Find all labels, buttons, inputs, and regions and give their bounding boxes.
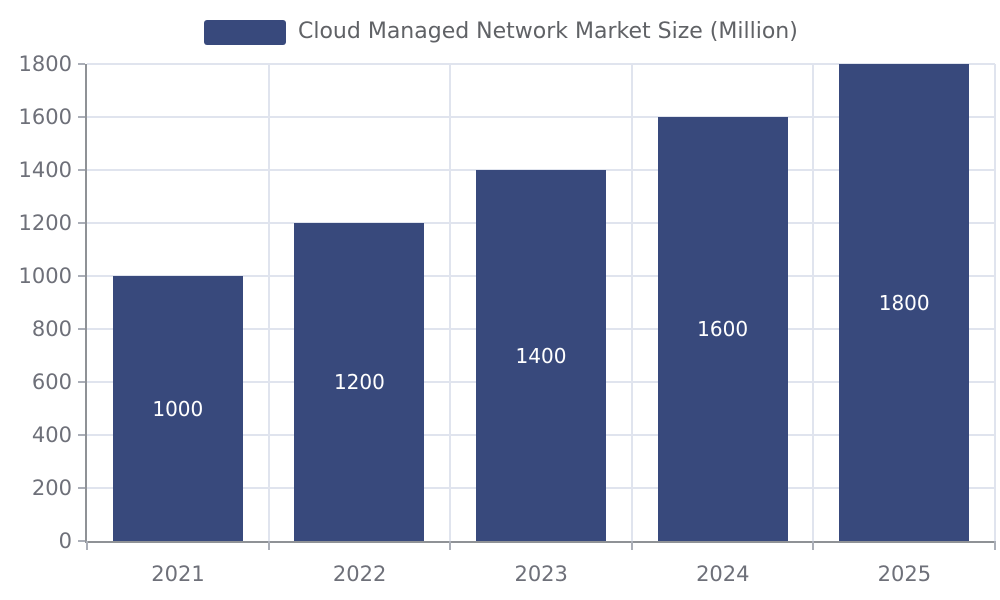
y-tick-label: 600	[31, 370, 72, 394]
v-gridline	[812, 64, 815, 541]
legend-label: Cloud Managed Network Market Size (Milli…	[298, 19, 798, 44]
y-tick-label: 200	[31, 476, 72, 500]
x-tick-label: 2024	[696, 562, 750, 586]
bar-value-label: 1000	[152, 396, 204, 421]
x-axis-tick	[86, 541, 88, 550]
y-axis-tick	[78, 222, 85, 224]
legend-item[interactable]: Cloud Managed Network Market Size (Milli…	[204, 19, 798, 45]
bar-value-label: 1400	[515, 343, 567, 368]
x-tick-label: 2023	[514, 562, 568, 586]
y-tick-label: 1400	[18, 158, 72, 182]
bar: 1200	[294, 223, 425, 541]
x-axis-tick	[630, 541, 633, 550]
y-tick-label: 1600	[18, 105, 72, 129]
bar: 1800	[839, 64, 970, 541]
v-gridline	[994, 64, 996, 541]
h-gridline	[87, 63, 995, 65]
v-gridline	[449, 64, 452, 541]
legend-swatch	[204, 19, 286, 45]
y-tick-label: 0	[58, 529, 72, 553]
x-axis-tick	[812, 541, 815, 550]
y-axis-tick	[78, 487, 85, 489]
y-tick-label: 1200	[18, 211, 72, 235]
bar-value-label: 1200	[333, 370, 385, 394]
bar: 1600	[657, 117, 788, 541]
y-axis-tick	[78, 540, 85, 542]
v-gridline	[630, 64, 633, 541]
x-axis-tick	[267, 541, 270, 550]
y-tick-label: 1800	[18, 52, 72, 76]
x-axis-tick	[994, 541, 996, 550]
x-axis-tick	[449, 541, 452, 550]
y-tick-label: 1000	[18, 264, 72, 288]
y-axis-tick	[78, 434, 85, 436]
y-axis-tick	[78, 275, 85, 277]
x-axis-line	[85, 541, 995, 543]
y-axis-tick	[78, 169, 85, 171]
x-tick-label: 2022	[332, 562, 387, 586]
y-axis-tick	[78, 63, 85, 65]
h-gridline	[87, 116, 995, 118]
y-axis-tick	[78, 328, 85, 330]
x-tick-label: 2021	[151, 562, 205, 586]
plot-area: 1000 1200 1400 1600 1800	[85, 63, 996, 543]
v-gridline	[267, 64, 270, 541]
y-axis-line	[85, 64, 87, 541]
x-tick-label: 2025	[877, 562, 932, 586]
bar-value-label: 1800	[878, 290, 930, 315]
y-axis-tick	[78, 381, 85, 383]
bar: 1000	[112, 276, 243, 541]
y-tick-label: 800	[31, 317, 72, 341]
y-axis-tick	[78, 116, 85, 118]
y-tick-label: 400	[31, 423, 72, 447]
bar: 1400	[476, 170, 606, 541]
bar-value-label: 1600	[697, 317, 749, 341]
